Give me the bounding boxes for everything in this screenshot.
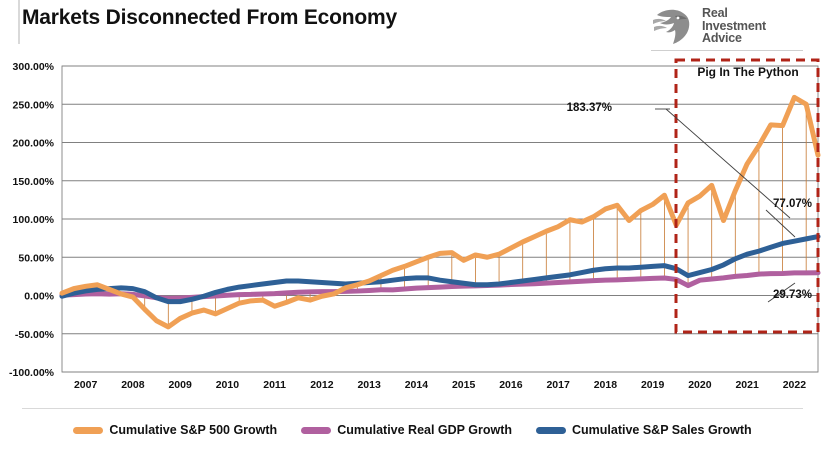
sales-end-value: 77.07% bbox=[773, 198, 812, 210]
brand-line-1: Real bbox=[702, 6, 728, 21]
brand-logo: Real Investment Advice bbox=[651, 3, 803, 49]
brand-line-2: Investment bbox=[702, 18, 766, 33]
legend-color-swatch bbox=[301, 426, 332, 434]
legend-item[interactable]: Cumulative S&P 500 Growth bbox=[73, 423, 277, 437]
svg-text:2010: 2010 bbox=[216, 379, 240, 391]
logo-underline bbox=[651, 50, 803, 51]
brand-logo-text: Real Investment Advice bbox=[702, 7, 766, 45]
legend-item[interactable]: Cumulative Real GDP Growth bbox=[301, 423, 512, 437]
svg-text:2008: 2008 bbox=[121, 379, 145, 391]
legend-label: Cumulative S&P Sales Growth bbox=[572, 423, 752, 437]
chart-droplines bbox=[73, 104, 807, 327]
chart-legend: Cumulative S&P 500 Growth Cumulative Real… bbox=[0, 410, 825, 450]
gdp-end-value: 29.73% bbox=[773, 289, 812, 301]
title-left-rule bbox=[18, 0, 20, 44]
svg-text:2018: 2018 bbox=[594, 379, 618, 391]
svg-text:2014: 2014 bbox=[405, 379, 429, 391]
svg-text:2009: 2009 bbox=[168, 379, 192, 391]
chart-annotations: 183.37% 77.07% 29.73% Pig In The Python bbox=[567, 65, 812, 301]
svg-text:2011: 2011 bbox=[263, 379, 286, 391]
eagle-head-icon bbox=[651, 6, 695, 46]
header: Markets Disconnected From Economy Real bbox=[0, 0, 825, 52]
page-title: Markets Disconnected From Economy bbox=[22, 6, 397, 29]
svg-text:250.00%: 250.00% bbox=[13, 99, 55, 111]
y-axis-tick-labels: 300.00% 250.00% 200.00% 150.00% 100.00% 50.00… bbox=[9, 61, 55, 379]
growth-comparison-chart: 300.00% 250.00% 200.00% 150.00% 100.00% 50.00… bbox=[9, 58, 821, 391]
svg-text:2016: 2016 bbox=[499, 379, 523, 391]
legend-color-swatch bbox=[73, 426, 104, 434]
svg-text:2019: 2019 bbox=[641, 379, 665, 391]
legend-color-swatch bbox=[536, 426, 566, 434]
svg-text:100.00%: 100.00% bbox=[13, 214, 55, 226]
chart-container: 300.00% 250.00% 200.00% 150.00% 100.00% 50.00… bbox=[0, 52, 825, 407]
legend-top-rule bbox=[22, 408, 803, 409]
svg-text:2015: 2015 bbox=[452, 379, 476, 391]
chart-series-lines bbox=[59, 94, 821, 330]
svg-text:200.00%: 200.00% bbox=[13, 138, 55, 150]
svg-text:50.00%: 50.00% bbox=[18, 252, 54, 264]
pig-in-the-python-box bbox=[674, 58, 820, 334]
svg-text:2021: 2021 bbox=[735, 379, 759, 391]
svg-text:2013: 2013 bbox=[357, 379, 381, 391]
sp500-end-value: 183.37% bbox=[567, 102, 612, 114]
svg-text:300.00%: 300.00% bbox=[13, 61, 55, 73]
svg-text:2020: 2020 bbox=[688, 379, 712, 391]
brand-line-3: Advice bbox=[702, 31, 742, 46]
svg-text:0.00%: 0.00% bbox=[24, 291, 54, 303]
svg-text:2012: 2012 bbox=[310, 379, 334, 391]
x-axis-tick-labels: 2007 2008 2009 2010 2011 2012 2013 2014 2015 2016… bbox=[74, 379, 806, 391]
legend-item[interactable]: Cumulative S&P Sales Growth bbox=[536, 423, 752, 437]
legend-label: Cumulative S&P 500 Growth bbox=[109, 423, 278, 437]
svg-text:150.00%: 150.00% bbox=[13, 176, 55, 188]
svg-text:2017: 2017 bbox=[546, 379, 570, 391]
svg-text:2007: 2007 bbox=[74, 379, 98, 391]
svg-text:-50.00%: -50.00% bbox=[15, 329, 55, 341]
legend-label: Cumulative Real GDP Growth bbox=[337, 423, 512, 437]
pig-in-the-python-label: Pig In The Python bbox=[697, 65, 798, 79]
svg-text:2022: 2022 bbox=[783, 379, 807, 391]
annotation-leader-lines bbox=[655, 108, 796, 303]
svg-text:-100.00%: -100.00% bbox=[9, 367, 55, 379]
chart-gridlines bbox=[62, 65, 818, 373]
